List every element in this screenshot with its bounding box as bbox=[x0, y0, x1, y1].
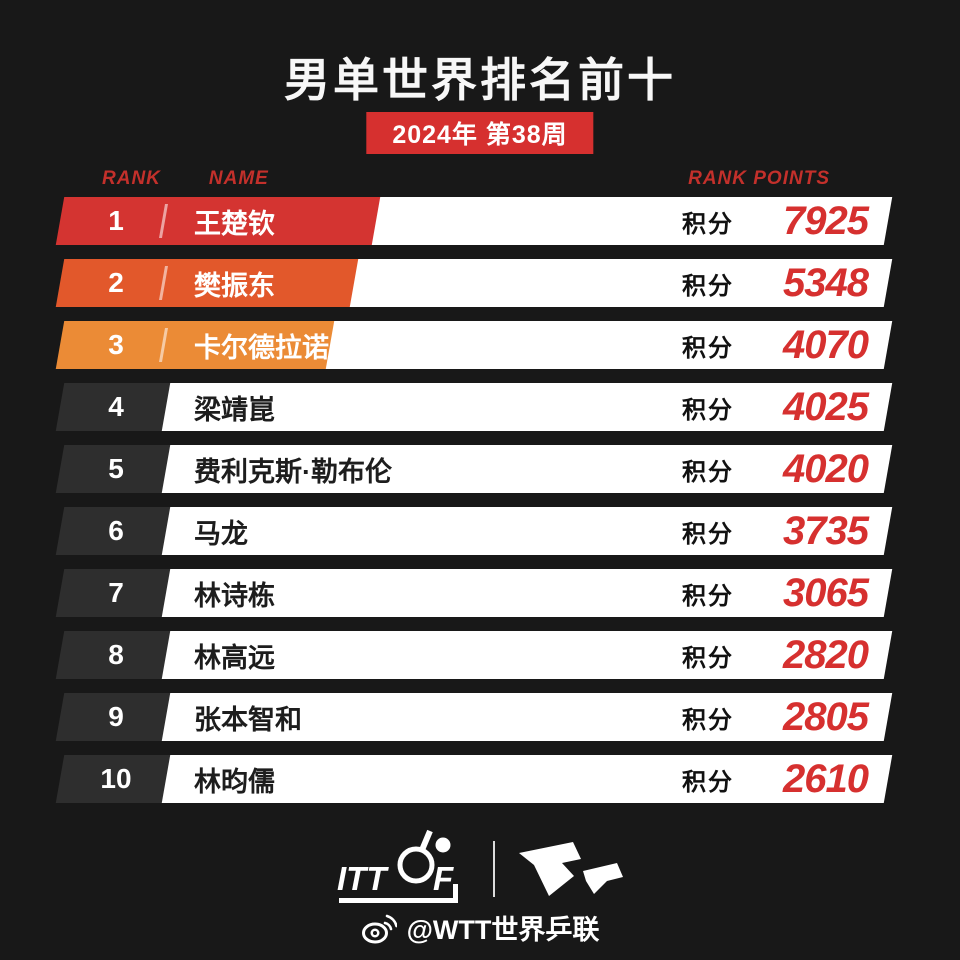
player-name: 张本智和 bbox=[194, 704, 302, 735]
ittf-logo-text: ITT bbox=[337, 860, 389, 897]
paddle-blade-icon bbox=[397, 846, 435, 884]
points-label: 积分 bbox=[682, 396, 734, 424]
points-value: 2805 bbox=[783, 694, 868, 739]
points-label: 积分 bbox=[682, 644, 734, 672]
table-row: 1 王楚钦 积分 7925 bbox=[55, 197, 893, 245]
header-rank: RANK bbox=[102, 168, 161, 189]
footer-logos: ITT F bbox=[0, 828, 960, 910]
rank-number: 2 bbox=[108, 267, 124, 298]
player-name: 樊振东 bbox=[194, 270, 275, 301]
rank-number: 3 bbox=[108, 329, 124, 360]
rank-number: 10 bbox=[100, 763, 132, 794]
logo-separator bbox=[493, 841, 495, 897]
points-value: 3735 bbox=[783, 508, 868, 553]
rank-number: 8 bbox=[108, 639, 124, 670]
player-name: 梁靖崑 bbox=[194, 394, 275, 425]
svg-text:F: F bbox=[433, 860, 454, 897]
ranking-table: 1 王楚钦 积分 7925 2 樊振东 积分 5348 bbox=[55, 197, 893, 817]
points-value: 5348 bbox=[783, 260, 868, 305]
player-name: 费利克斯·勒布伦 bbox=[194, 456, 392, 487]
points-value: 4020 bbox=[783, 446, 868, 491]
player-name: 林昀儒 bbox=[194, 766, 275, 797]
points-value: 4070 bbox=[783, 322, 868, 367]
table-row: 8 林高远 积分 2820 bbox=[55, 631, 893, 679]
points-label: 积分 bbox=[682, 272, 734, 300]
ittf-logo-icon: ITT F bbox=[337, 829, 458, 903]
table-row: 5 费利克斯·勒布伦 积分 4020 bbox=[55, 445, 893, 493]
points-label: 积分 bbox=[682, 706, 734, 734]
table-row: 6 马龙 积分 3735 bbox=[55, 507, 893, 555]
points-label: 积分 bbox=[682, 458, 734, 486]
ball-icon bbox=[435, 837, 451, 853]
rank-number: 4 bbox=[108, 391, 124, 422]
player-name: 王楚钦 bbox=[194, 208, 275, 239]
rank-number: 6 bbox=[108, 515, 124, 546]
table-row: 4 梁靖崑 积分 4025 bbox=[55, 383, 893, 431]
points-label: 积分 bbox=[682, 334, 734, 362]
points-label: 积分 bbox=[682, 768, 734, 796]
points-value: 3065 bbox=[783, 570, 868, 615]
wtt-logo-icon bbox=[519, 842, 623, 896]
week-badge: 2024年 第38周 bbox=[366, 112, 594, 154]
table-row: 7 林诗栋 积分 3065 bbox=[55, 569, 893, 617]
paddle-handle-icon bbox=[419, 829, 433, 852]
weibo-handle: @WTT世界乒联 bbox=[406, 915, 600, 945]
points-label: 积分 bbox=[682, 210, 734, 238]
header-name: NAME bbox=[208, 168, 269, 189]
points-value: 4025 bbox=[783, 384, 868, 429]
table-row: 9 张本智和 积分 2805 bbox=[55, 693, 893, 741]
player-name: 林高远 bbox=[194, 642, 275, 673]
weibo-handle-row: @WTT世界乒联 bbox=[0, 908, 960, 947]
player-name: 马龙 bbox=[194, 518, 248, 549]
weibo-icon bbox=[361, 914, 397, 943]
points-value: 7925 bbox=[783, 198, 868, 243]
points-label: 积分 bbox=[682, 582, 734, 610]
table-line-icon bbox=[339, 898, 458, 903]
player-name: 卡尔德拉诺 bbox=[194, 332, 329, 363]
table-row: 10 林昀儒 积分 2610 bbox=[55, 755, 893, 803]
header-rank-points: RANK POINTS bbox=[688, 168, 830, 189]
points-value: 2610 bbox=[783, 756, 868, 801]
rank-number: 7 bbox=[108, 577, 124, 608]
table-row: 2 樊振东 积分 5348 bbox=[55, 259, 893, 307]
page-title: 男单世界排名前十 bbox=[284, 54, 676, 106]
rank-number: 9 bbox=[108, 701, 124, 732]
points-value: 2820 bbox=[783, 632, 868, 677]
player-name: 林诗栋 bbox=[194, 580, 275, 611]
table-header: RANK NAME RANK POINTS bbox=[66, 168, 888, 190]
points-label: 积分 bbox=[682, 520, 734, 548]
table-row: 3 卡尔德拉诺 积分 4070 bbox=[55, 321, 893, 369]
rank-number: 1 bbox=[108, 205, 124, 236]
rank-number: 5 bbox=[108, 453, 124, 484]
